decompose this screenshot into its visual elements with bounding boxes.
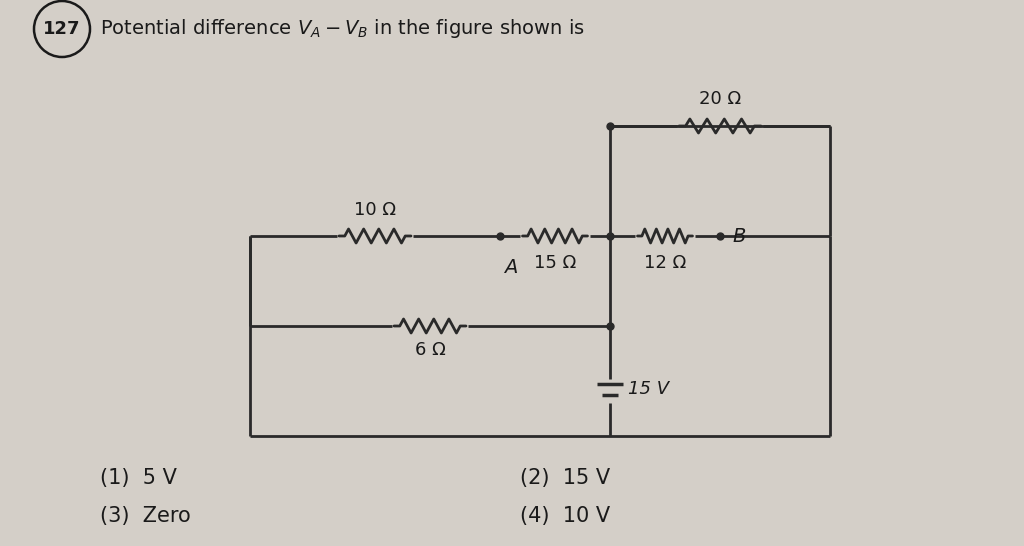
Text: 15 Ω: 15 Ω: [534, 254, 577, 272]
Text: (4)  10 V: (4) 10 V: [520, 506, 610, 526]
Text: 10 Ω: 10 Ω: [354, 201, 396, 219]
Text: A: A: [504, 258, 517, 277]
Text: (2)  15 V: (2) 15 V: [520, 468, 610, 488]
Text: 20 Ω: 20 Ω: [699, 90, 741, 108]
Text: 12 Ω: 12 Ω: [644, 254, 686, 272]
Text: Potential difference $V_A - V_B$ in the figure shown is: Potential difference $V_A - V_B$ in the …: [100, 17, 585, 40]
Text: (3)  Zero: (3) Zero: [100, 506, 190, 526]
Text: (1)  5 V: (1) 5 V: [100, 468, 177, 488]
Text: 127: 127: [43, 20, 81, 38]
Text: B: B: [732, 228, 745, 246]
Text: 15 V: 15 V: [628, 380, 669, 398]
Text: 6 Ω: 6 Ω: [415, 341, 445, 359]
